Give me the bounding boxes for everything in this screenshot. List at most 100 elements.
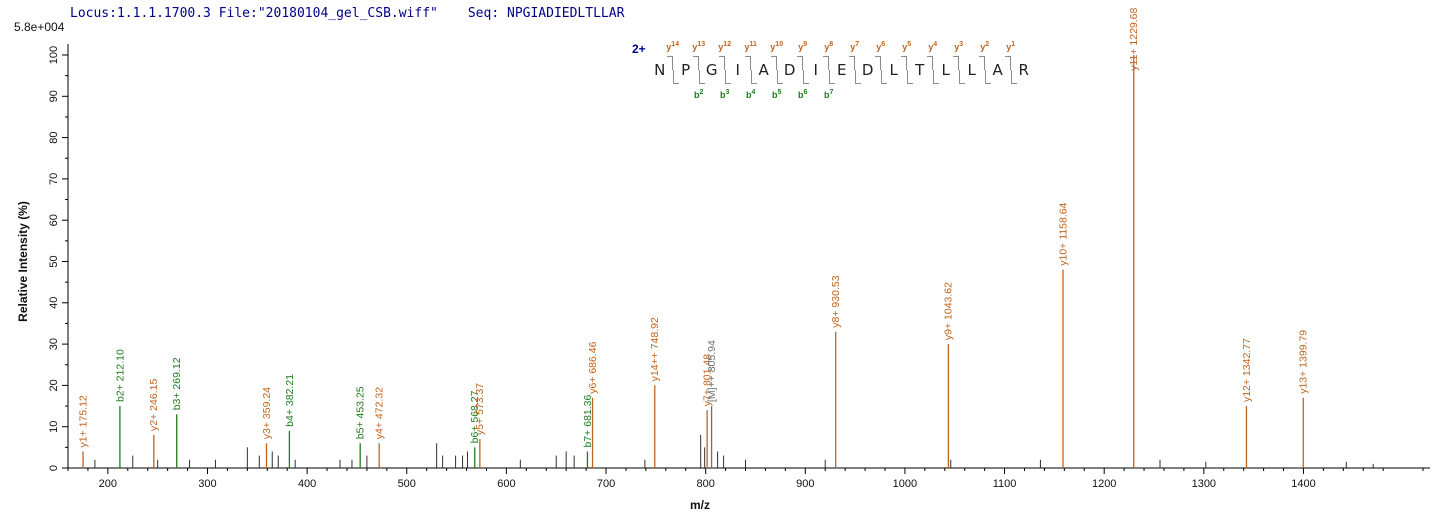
x-tick-label: 1300 [1192,478,1216,490]
fragment-boundary: y10 b5 [770,41,783,100]
residue-letter: P [681,61,691,79]
peak-label: y10+ 1158.64 [1057,202,1069,265]
y-tick-label: 60 [48,214,60,226]
x-tick-label: 400 [298,478,316,490]
peak-label: y1+ 175.12 [77,395,89,447]
peak-label: y12+ 1342.77 [1241,338,1253,402]
fragment-boundary: y7 [848,41,861,85]
x-axis-title: m/z [690,498,710,512]
residue-letter: G [705,61,718,79]
y-axis-title: Relative Intensity (%) [16,201,30,322]
b-ion-label: b2 [693,89,704,100]
peak-label: b7+ 681.36 [582,394,594,447]
x-tick-label: 1200 [1092,478,1116,490]
y-ion-label: y7 [850,41,860,52]
fragment-boundary: y2 [978,41,991,85]
residue-letter: D [861,61,874,79]
y-ion-label: y6 [876,41,886,52]
y-ion-label: y3 [954,41,964,52]
fragment-boundary: y13 b2 [692,41,705,100]
residue-letter: N [654,61,666,79]
peak-label: y6+ 686.46 [587,341,599,393]
residue-letter: I [813,61,818,79]
y-tick-label: 0 [48,465,60,471]
fragment-boundary: y1 [1004,41,1017,85]
residue-letter: A [992,61,1003,79]
x-tick-label: 600 [497,478,515,490]
peak-label: b5+ 453.25 [355,386,367,439]
fragment-boundary: y3 [952,41,965,85]
fragment-boundary: y8 b7 [822,41,835,100]
fragment-boundary: y6 [874,41,887,85]
fragment-boundary: y9 b6 [796,41,809,100]
peak-label: y9+ 1043.62 [943,282,955,340]
x-tick-label: 900 [796,478,814,490]
fragment-boundary: y11 b4 [744,41,756,100]
y-ion-label: y9 [798,41,808,52]
residue-letter: L [941,61,950,79]
y-ion-label: y12 [718,41,732,52]
peak-label: y14++ 748.92 [649,317,661,381]
precursor-charge-label: 2+ [632,42,646,56]
residue-letter: E [836,61,847,79]
x-tick-label: 1400 [1291,478,1315,490]
residue-letter: A [758,61,769,79]
fragment-boundary: y4 [926,41,939,85]
sequence-label: Seq: NPGIADIEDLTLLAR [467,6,625,21]
b-ion-label: b6 [797,89,808,100]
peak-label: y2+ 246.15 [148,379,160,431]
b-ion-label: b4 [745,89,756,100]
peak-label: y4+ 472.32 [374,387,386,439]
intensity-scale-label: 5.8e+004 [14,20,65,34]
y-ion-label: y13 [692,41,706,52]
y-tick-label: 20 [48,379,60,391]
locus-file-label: Locus:1.1.1.1700.3 File:"20180104_gel_CS… [70,6,438,21]
y-tick-label: 50 [48,255,60,267]
y-ion-label: y8 [824,41,834,52]
header: Locus:1.1.1.1700.3 File:"20180104_gel_CS… [70,6,624,21]
y-ion-label: y1 [1006,41,1016,52]
x-tick-label: 200 [99,478,117,490]
y-ion-label: y5 [902,41,912,52]
y-ion-label: y14 [666,41,680,52]
peak-label: y11+ 1229.68 [1128,7,1140,70]
y-tick-label: 10 [48,421,60,433]
y-ion-label: y10 [770,41,784,52]
residue-letter: I [735,61,740,79]
peak-label: [M]++ 805.94 [706,340,718,402]
peak-label: y8+ 930.53 [830,275,842,327]
y-tick-label: 30 [48,338,60,350]
peak-label: y5+ 573.37 [474,383,486,435]
residue-letter: L [889,61,898,79]
y-tick-label: 100 [48,46,60,64]
residue-letter: L [967,61,976,79]
b-ion-label: b7 [823,89,834,100]
fragment-boundary: y5 [900,41,913,85]
b-ion-label: b5 [771,89,782,100]
peak-label: b6+ 568.27 [469,390,481,443]
fragment-boundary: y14 [666,41,679,85]
fragment-boundary: y12 b3 [718,41,731,100]
peak-label: y7+ 801.48 [701,354,713,406]
x-tick-label: 500 [398,478,416,490]
b-ion-label: b3 [719,89,730,100]
y-tick-label: 70 [48,173,60,185]
x-tick-label: 1100 [993,478,1017,490]
residue-letter: T [915,61,925,79]
residue-letter: R [1018,61,1029,79]
residue-letter: D [783,61,796,79]
y-tick-label: 40 [48,297,60,309]
y-ion-label: y11 [744,41,757,52]
x-tick-label: 800 [696,478,714,490]
y-ion-label: y4 [928,41,938,52]
y-tick-label: 90 [48,90,60,102]
x-tick-label: 700 [597,478,615,490]
peak-label: b4+ 382.21 [284,374,296,427]
peak-label: b2+ 212.10 [114,349,126,402]
y-ion-label: y2 [980,41,990,52]
peak-label: y3+ 359.24 [261,387,273,439]
peak-label: y13+ 1399.79 [1298,330,1310,394]
